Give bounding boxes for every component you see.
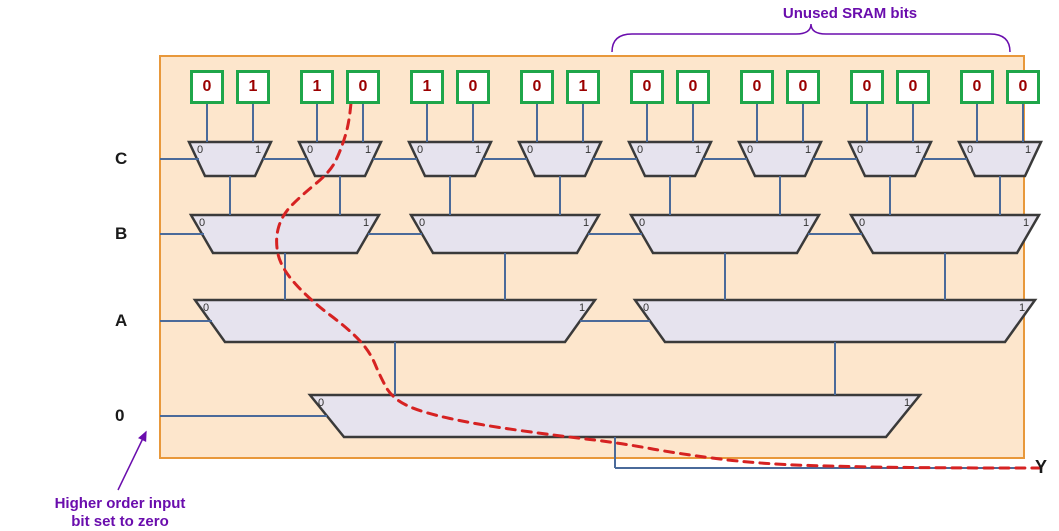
select-label-a: A [115, 311, 127, 331]
select-label-0: 0 [115, 406, 124, 426]
mux-c-6-in0-label: 0 [857, 144, 863, 156]
sram-bit-12: 0 [850, 70, 884, 104]
mux-a-0-in0-label: 0 [203, 302, 209, 314]
mux-c-5-in1-label: 1 [805, 144, 811, 156]
sram-bit-3: 0 [346, 70, 380, 104]
mux-c-1-in0-label: 0 [307, 144, 313, 156]
sram-bit-2: 1 [300, 70, 334, 104]
mux-b-1-in1-label: 1 [583, 217, 589, 229]
mux-b-0 [191, 215, 379, 253]
sram-bit-7: 1 [566, 70, 600, 104]
mux-b-1-in0-label: 0 [419, 217, 425, 229]
mux-b-0-in1-label: 1 [363, 217, 369, 229]
mux-c-4-in1-label: 1 [695, 144, 701, 156]
mux-b-2-in1-label: 1 [803, 217, 809, 229]
sram-bit-15: 0 [1006, 70, 1040, 104]
unused-sram-label: Unused SRAM bits [720, 5, 980, 22]
select-label-c: C [115, 149, 127, 169]
sram-bit-6: 0 [520, 70, 554, 104]
mux-b-1 [411, 215, 599, 253]
sram-bit-11: 0 [786, 70, 820, 104]
mux-b-2-in0-label: 0 [639, 217, 645, 229]
select-label-b: B [115, 224, 127, 244]
higher-order-label: Higher order inputbit set to zero [20, 495, 220, 531]
sram-bit-1: 1 [236, 70, 270, 104]
mux-c-3-in0-label: 0 [527, 144, 533, 156]
mux-b-3-in0-label: 0 [859, 217, 865, 229]
mux-top-in1-label: 1 [904, 397, 910, 409]
sram-bit-4: 1 [410, 70, 444, 104]
mux-c-7-in1-label: 1 [1025, 144, 1031, 156]
sram-bit-14: 0 [960, 70, 994, 104]
higher-order-arrow [118, 432, 146, 490]
mux-c-7-in0-label: 0 [967, 144, 973, 156]
mux-c-2-in0-label: 0 [417, 144, 423, 156]
mux-c-1-in1-label: 1 [365, 144, 371, 156]
mux-b-0-in0-label: 0 [199, 217, 205, 229]
sram-bit-8: 0 [630, 70, 664, 104]
mux-top-in0-label: 0 [318, 397, 324, 409]
mux-a-1 [635, 300, 1035, 342]
sram-bit-5: 0 [456, 70, 490, 104]
mux-a-1-in0-label: 0 [643, 302, 649, 314]
mux-c-0-in0-label: 0 [197, 144, 203, 156]
mux-c-6-in1-label: 1 [915, 144, 921, 156]
sram-bit-13: 0 [896, 70, 930, 104]
mux-c-0-in1-label: 1 [255, 144, 261, 156]
sram-bit-0: 0 [190, 70, 224, 104]
mux-a-0-in1-label: 1 [579, 302, 585, 314]
unused-brace [612, 24, 1010, 52]
mux-b-3-in1-label: 1 [1023, 217, 1029, 229]
sram-bit-9: 0 [676, 70, 710, 104]
mux-c-2-in1-label: 1 [475, 144, 481, 156]
mux-c-5-in0-label: 0 [747, 144, 753, 156]
output-label-y: Y [1035, 457, 1047, 478]
mux-b-3 [851, 215, 1039, 253]
mux-a-1-in1-label: 1 [1019, 302, 1025, 314]
sram-bit-10: 0 [740, 70, 774, 104]
lut-mux-diagram: 01101001000000000101010101010101C0101010… [0, 0, 1059, 531]
mux-b-2 [631, 215, 819, 253]
mux-a-0 [195, 300, 595, 342]
mux-c-4-in0-label: 0 [637, 144, 643, 156]
mux-c-3-in1-label: 1 [585, 144, 591, 156]
